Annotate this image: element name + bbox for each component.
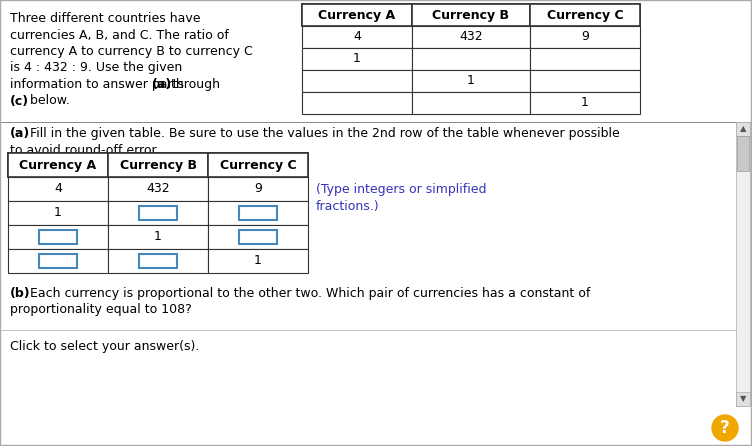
Bar bbox=[412, 92, 530, 114]
Bar bbox=[736, 122, 750, 136]
Text: currency A to currency B to currency C: currency A to currency B to currency C bbox=[10, 45, 253, 58]
Text: 9: 9 bbox=[581, 30, 589, 44]
Bar bbox=[108, 153, 208, 177]
Bar bbox=[208, 177, 308, 201]
Text: Click to select your answer(s).: Click to select your answer(s). bbox=[10, 340, 199, 353]
Bar bbox=[139, 206, 177, 220]
Text: 432: 432 bbox=[459, 30, 483, 44]
Text: (a): (a) bbox=[151, 78, 171, 91]
Bar bbox=[108, 225, 208, 249]
Bar bbox=[208, 225, 308, 249]
Bar bbox=[302, 4, 640, 26]
Bar bbox=[139, 254, 177, 268]
Text: through: through bbox=[168, 78, 220, 91]
Bar bbox=[530, 48, 640, 70]
Text: proportionality equal to 108?: proportionality equal to 108? bbox=[10, 303, 192, 317]
Bar bbox=[530, 92, 640, 114]
Bar bbox=[302, 70, 412, 92]
Text: ▲: ▲ bbox=[740, 124, 746, 133]
Text: Currency A: Currency A bbox=[318, 8, 396, 21]
Text: 1: 1 bbox=[154, 231, 162, 244]
Text: Three different countries have: Three different countries have bbox=[10, 12, 201, 25]
Text: to avoid round-off error.: to avoid round-off error. bbox=[10, 144, 159, 157]
Bar bbox=[412, 26, 530, 48]
Text: Currency C: Currency C bbox=[547, 8, 623, 21]
Text: Currency B: Currency B bbox=[120, 158, 196, 172]
Text: 4: 4 bbox=[54, 182, 62, 195]
Text: (b): (b) bbox=[10, 287, 31, 300]
Text: 1: 1 bbox=[353, 53, 361, 66]
Text: 1: 1 bbox=[54, 206, 62, 219]
Bar bbox=[302, 92, 412, 114]
Bar bbox=[39, 254, 77, 268]
Bar bbox=[8, 249, 108, 273]
Text: currencies A, B, and C. The ratio of: currencies A, B, and C. The ratio of bbox=[10, 29, 229, 41]
Bar bbox=[239, 230, 277, 244]
Text: is 4 : 432 : 9. Use the given: is 4 : 432 : 9. Use the given bbox=[10, 62, 182, 74]
Text: ?: ? bbox=[720, 419, 730, 437]
Bar bbox=[39, 230, 77, 244]
Bar bbox=[239, 206, 277, 220]
Bar bbox=[412, 48, 530, 70]
Bar bbox=[208, 249, 308, 273]
Text: below.: below. bbox=[26, 95, 70, 107]
Bar bbox=[208, 201, 308, 225]
Bar bbox=[8, 153, 308, 177]
Text: 1: 1 bbox=[254, 255, 262, 268]
Bar bbox=[8, 225, 108, 249]
Bar bbox=[302, 4, 412, 26]
Text: 9: 9 bbox=[254, 182, 262, 195]
Text: 1: 1 bbox=[467, 74, 475, 87]
Bar bbox=[208, 153, 308, 177]
Bar bbox=[108, 249, 208, 273]
Text: Currency C: Currency C bbox=[220, 158, 296, 172]
Bar bbox=[530, 70, 640, 92]
Bar bbox=[530, 26, 640, 48]
Text: (a): (a) bbox=[10, 127, 30, 140]
Bar bbox=[8, 153, 108, 177]
Text: (c): (c) bbox=[10, 95, 29, 107]
Circle shape bbox=[712, 415, 738, 441]
Text: information to answer parts: information to answer parts bbox=[10, 78, 188, 91]
Text: Each currency is proportional to the other two. Which pair of currencies has a c: Each currency is proportional to the oth… bbox=[26, 287, 590, 300]
Text: Fill in the given table. Be sure to use the values in the 2nd row of the table w: Fill in the given table. Be sure to use … bbox=[26, 127, 620, 140]
Bar bbox=[736, 122, 750, 406]
Bar bbox=[530, 4, 640, 26]
Text: ▼: ▼ bbox=[740, 395, 746, 404]
Bar bbox=[108, 177, 208, 201]
Bar bbox=[412, 4, 530, 26]
Bar bbox=[412, 70, 530, 92]
Text: (Type integers or simplified
fractions.): (Type integers or simplified fractions.) bbox=[316, 183, 487, 213]
Bar bbox=[737, 136, 749, 171]
Bar bbox=[736, 392, 750, 406]
Text: 432: 432 bbox=[146, 182, 170, 195]
Bar bbox=[302, 26, 412, 48]
Bar bbox=[302, 48, 412, 70]
Text: Currency B: Currency B bbox=[432, 8, 510, 21]
Text: 1: 1 bbox=[581, 96, 589, 110]
Text: Currency A: Currency A bbox=[20, 158, 96, 172]
Bar bbox=[108, 201, 208, 225]
Text: 4: 4 bbox=[353, 30, 361, 44]
Bar bbox=[8, 177, 108, 201]
Bar bbox=[8, 201, 108, 225]
